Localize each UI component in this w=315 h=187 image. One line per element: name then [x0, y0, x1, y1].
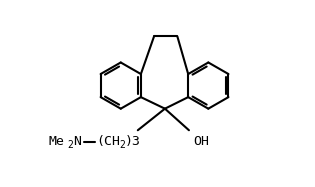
Text: OH: OH: [193, 135, 209, 148]
Text: 2: 2: [119, 140, 125, 150]
Text: N: N: [73, 135, 81, 148]
Text: (CH: (CH: [97, 135, 121, 148]
Text: Me: Me: [49, 135, 65, 148]
Text: 2: 2: [67, 140, 73, 150]
Text: )3: )3: [125, 135, 140, 148]
